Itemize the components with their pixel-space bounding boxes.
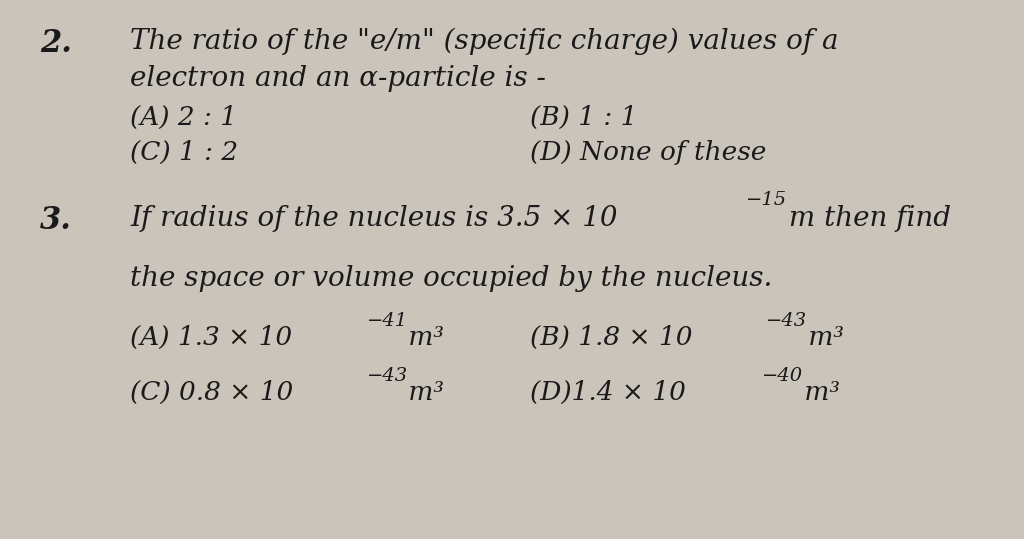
Text: −15: −15 <box>746 191 787 209</box>
Text: electron and an α-particle is -: electron and an α-particle is - <box>130 65 546 92</box>
Text: (A) 2 : 1: (A) 2 : 1 <box>130 105 237 130</box>
Text: (B) 1 : 1: (B) 1 : 1 <box>530 105 637 130</box>
Text: −43: −43 <box>367 367 409 385</box>
Text: −40: −40 <box>762 367 803 385</box>
Text: m³: m³ <box>400 380 444 405</box>
Text: The ratio of the "e/m" (specific charge) values of a: The ratio of the "e/m" (specific charge)… <box>130 28 839 56</box>
Text: If radius of the nucleus is 3.5 × 10: If radius of the nucleus is 3.5 × 10 <box>130 205 617 232</box>
Text: 3.: 3. <box>40 205 72 236</box>
Text: m³: m³ <box>400 325 444 350</box>
Text: the space or volume occupied by the nucleus.: the space or volume occupied by the nucl… <box>130 265 772 292</box>
Text: (C) 0.8 × 10: (C) 0.8 × 10 <box>130 380 293 405</box>
Text: −41: −41 <box>367 312 409 330</box>
Text: m³: m³ <box>800 325 844 350</box>
Text: (D)1.4 × 10: (D)1.4 × 10 <box>530 380 686 405</box>
Text: (C) 1 : 2: (C) 1 : 2 <box>130 140 239 165</box>
Text: m then find: m then find <box>780 205 951 232</box>
Text: −43: −43 <box>766 312 807 330</box>
Text: m³: m³ <box>796 380 840 405</box>
Text: (B) 1.8 × 10: (B) 1.8 × 10 <box>530 325 692 350</box>
Text: (A) 1.3 × 10: (A) 1.3 × 10 <box>130 325 292 350</box>
Text: (D) None of these: (D) None of these <box>530 140 766 165</box>
Text: 2.: 2. <box>40 28 72 59</box>
